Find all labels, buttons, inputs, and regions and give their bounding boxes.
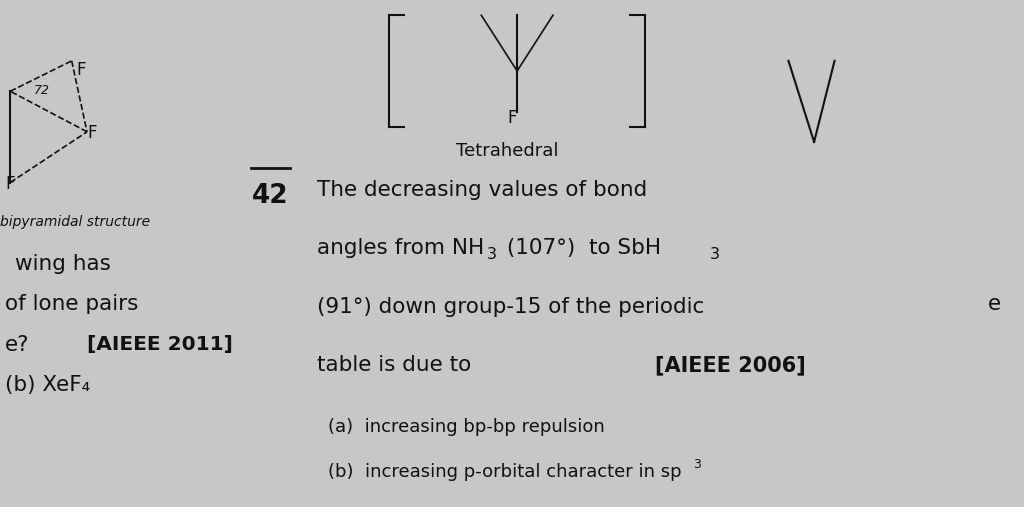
Text: (a)  increasing bp-bp repulsion: (a) increasing bp-bp repulsion	[328, 418, 604, 437]
Text: [AIEEE 2011]: [AIEEE 2011]	[87, 335, 232, 353]
Text: F: F	[77, 61, 86, 79]
Text: of lone pairs: of lone pairs	[5, 294, 138, 314]
Text: (b) XeF₄: (b) XeF₄	[5, 375, 90, 395]
Text: 72: 72	[34, 84, 50, 97]
Text: 42: 42	[252, 183, 289, 208]
Text: F: F	[5, 175, 14, 193]
Text: F: F	[87, 124, 96, 142]
Text: 3: 3	[710, 247, 720, 263]
Text: e?: e?	[5, 335, 30, 354]
Text: [AIEEE 2006]: [AIEEE 2006]	[655, 355, 806, 375]
Text: (107°)  to SbH: (107°) to SbH	[500, 238, 660, 258]
Text: angles from NH: angles from NH	[317, 238, 484, 258]
Text: e: e	[988, 294, 1001, 314]
Text: 3: 3	[693, 458, 701, 471]
Text: wing has: wing has	[15, 254, 112, 273]
Text: The decreasing values of bond: The decreasing values of bond	[317, 180, 648, 200]
Text: bipyramidal structure: bipyramidal structure	[0, 215, 151, 230]
Text: table is due to: table is due to	[317, 355, 472, 375]
Text: 3: 3	[486, 247, 497, 263]
Text: (91°) down group-15 of the periodic: (91°) down group-15 of the periodic	[317, 297, 705, 316]
Text: Tetrahedral: Tetrahedral	[456, 142, 558, 160]
Text: F: F	[507, 109, 516, 127]
Text: (b)  increasing p-orbital character in sp: (b) increasing p-orbital character in sp	[328, 463, 681, 481]
